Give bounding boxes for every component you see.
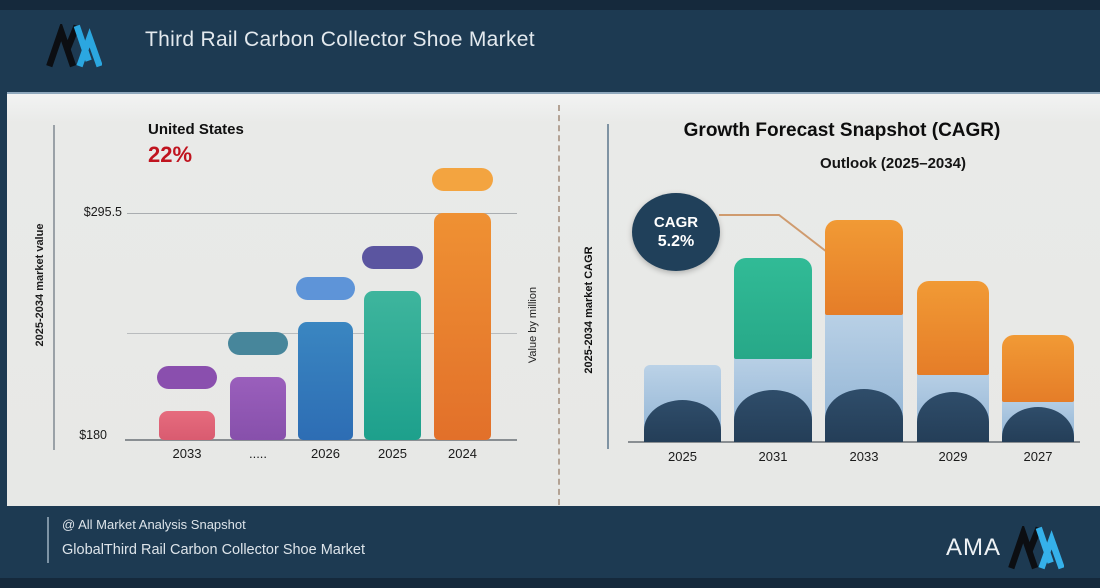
right-x-label-2029: 2029 [938, 449, 968, 464]
right-bar-2027-segment-top [1002, 335, 1074, 403]
page-title: Third Rail Carbon Collector Shoe Market [145, 28, 535, 51]
right-panel-subtitle: Outlook (2025–2034) [820, 155, 966, 172]
left-y-max-tick: $295.5 [83, 205, 122, 219]
right-y-axis-label: 2025-2034 market CAGR [583, 246, 595, 374]
left-bar-..... [230, 377, 286, 440]
right-bar-2033-segment-top [825, 220, 903, 316]
region-percentage: 22% [148, 142, 193, 167]
cagr-badge: CAGR 5.2% [632, 193, 720, 271]
footer-brand-text: AMA [946, 534, 1002, 561]
left-y-axis-label: 2025-2034 market value [34, 223, 46, 347]
right-bar-2027 [1002, 335, 1074, 442]
right-bar-2029-segment-base [917, 392, 989, 442]
footer-bottom-strip [0, 578, 1100, 588]
right-bar-2025 [644, 364, 721, 442]
right-bar-2029-segment-top [917, 281, 989, 376]
right-bar-2031-segment-base [734, 389, 812, 442]
left-bar-cap-2033 [157, 365, 217, 389]
footer-report-title: GlobalThird Rail Carbon Collector Shoe M… [62, 542, 366, 558]
right-x-label-2027: 2027 [1023, 449, 1053, 464]
right-bar-2031-segment-top [734, 257, 812, 359]
cagr-badge-value: 5.2% [657, 232, 695, 250]
left-x-label-2033: 2033 [172, 446, 202, 461]
badge-connector-line [719, 214, 828, 253]
right-bar-2029 [917, 281, 989, 442]
gridline-upper [127, 213, 517, 214]
right-y-axis-line [607, 124, 609, 449]
left-bar-cap-2024 [432, 168, 493, 191]
panel-divider [558, 105, 560, 505]
right-x-label-2033: 2033 [849, 449, 879, 464]
footer-source-text: @ All Market Analysis Snapshot [62, 517, 246, 532]
cagr-badge-label: CAGR [653, 213, 699, 231]
left-bar-2024 [434, 213, 491, 440]
left-bar-cap-..... [228, 332, 288, 356]
footer-divider-line [47, 517, 49, 563]
value-axis-label: Value by million [527, 286, 539, 364]
left-bar-cap-2026 [296, 277, 355, 301]
left-x-label-.....: ..... [248, 446, 268, 461]
left-x-label-2025: 2025 [378, 446, 407, 461]
left-bar-cap-2025 [362, 245, 423, 269]
ama-logo-icon [46, 24, 102, 68]
right-bar-2025-segment-base [644, 399, 721, 442]
right-x-axis-line [628, 441, 1080, 443]
left-bar-2033 [159, 410, 215, 440]
left-x-label-2026: 2026 [311, 446, 340, 461]
right-bar-2033-segment-base [825, 389, 903, 442]
right-x-label-2031: 2031 [758, 449, 788, 464]
right-panel-title: Growth Forecast Snapshot (CAGR) [683, 120, 1001, 141]
header: Third Rail Carbon Collector Shoe Market [0, 0, 1100, 92]
left-y-axis-line [53, 125, 55, 450]
footer: @ All Market Analysis Snapshot GlobalThi… [0, 506, 1100, 588]
right-x-label-2025: 2025 [668, 449, 697, 464]
left-bar-2025 [364, 290, 421, 440]
left-x-axis-line [125, 439, 517, 441]
left-bar-2026 [298, 322, 353, 440]
left-x-label-2024: 2024 [448, 446, 477, 461]
header-top-strip [0, 0, 1100, 10]
right-bar-2031 [734, 257, 812, 442]
right-bar-2033 [825, 220, 903, 442]
region-label: United States [148, 121, 244, 138]
footer-ama-logo-icon [1008, 526, 1064, 570]
left-y-min-tick: $180 [79, 428, 107, 442]
content-area: 2025-2034 market value United States 22%… [7, 92, 1100, 508]
